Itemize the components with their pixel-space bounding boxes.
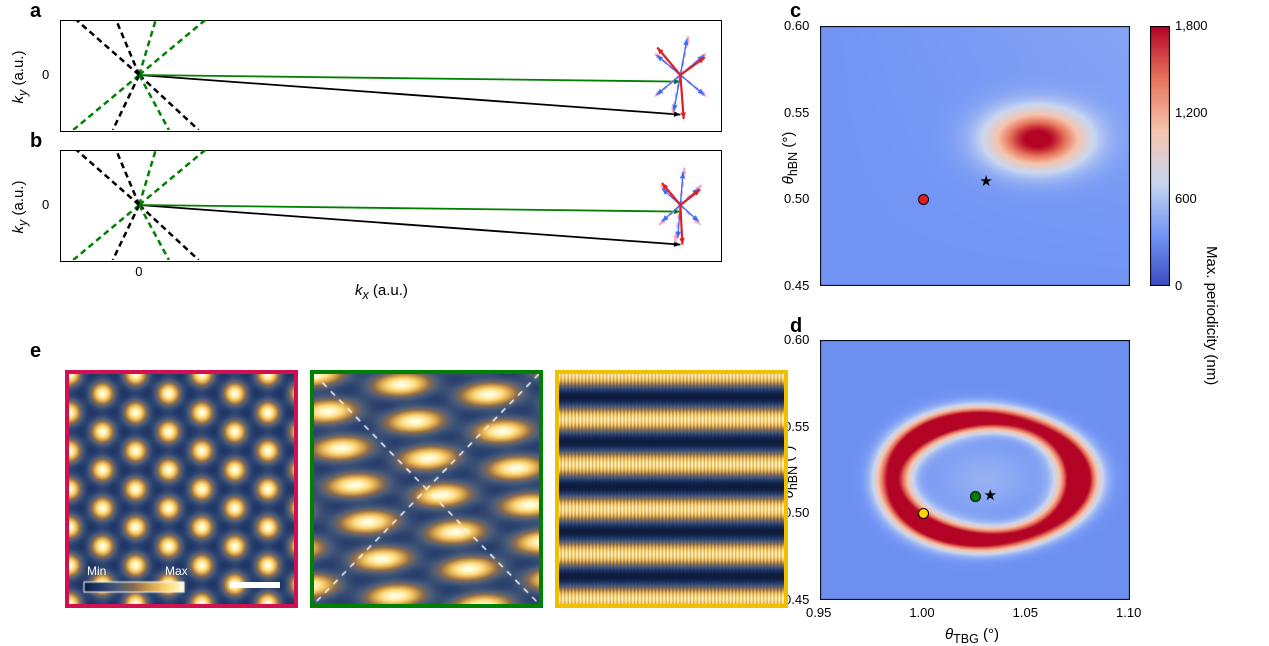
ky-label: ky (a.u.) <box>10 167 30 247</box>
cbar-tick: 0 <box>1175 278 1182 293</box>
green-dot <box>970 491 981 502</box>
tick-zero: 0 <box>42 197 49 212</box>
ytick: 0.60 <box>784 332 809 347</box>
ky-label: ky (a.u.) <box>10 37 30 117</box>
heatmap <box>820 26 1130 286</box>
panel-label-a: a <box>30 0 41 23</box>
max-label: Max <box>165 564 188 578</box>
star-marker: ★ <box>979 172 992 190</box>
xtick: 1.05 <box>1013 605 1038 620</box>
min-label: Min <box>87 564 106 578</box>
ytick: 0.45 <box>784 278 809 293</box>
kx-label: kx (a.u.) <box>355 282 408 302</box>
panel-label-b: b <box>30 130 42 153</box>
xtick: 0.95 <box>806 605 831 620</box>
tick-zero: 0 <box>42 67 49 82</box>
star-marker: ★ <box>983 486 996 504</box>
realspace-panel <box>310 370 543 608</box>
theta-hbn-label: θhBN (°) <box>780 118 800 198</box>
cbar-title: Max. periodicity (nm) <box>1203 246 1220 446</box>
cbar-tick: 600 <box>1175 191 1197 206</box>
heatmap <box>820 340 1130 600</box>
xtick: 1.10 <box>1116 605 1141 620</box>
colorbar <box>1150 26 1170 286</box>
panel-label-e: e <box>30 340 41 363</box>
realspace-panel <box>555 370 788 608</box>
cbar-tick: 1,200 <box>1175 105 1208 120</box>
scale-bar <box>230 582 280 588</box>
theta-tbg-label: θTBG (°) <box>945 626 999 646</box>
ytick: 0.60 <box>784 18 809 33</box>
cbar-tick: 1,800 <box>1175 18 1208 33</box>
tick-zero-x: 0 <box>135 264 142 279</box>
xtick: 1.00 <box>909 605 934 620</box>
